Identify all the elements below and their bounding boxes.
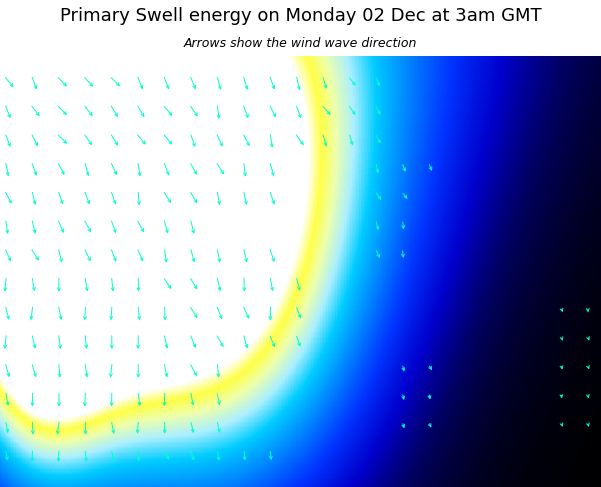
Text: Arrows show the wind wave direction: Arrows show the wind wave direction: [184, 37, 417, 50]
Text: Primary Swell energy on Monday 02 Dec at 3am GMT: Primary Swell energy on Monday 02 Dec at…: [59, 7, 542, 25]
